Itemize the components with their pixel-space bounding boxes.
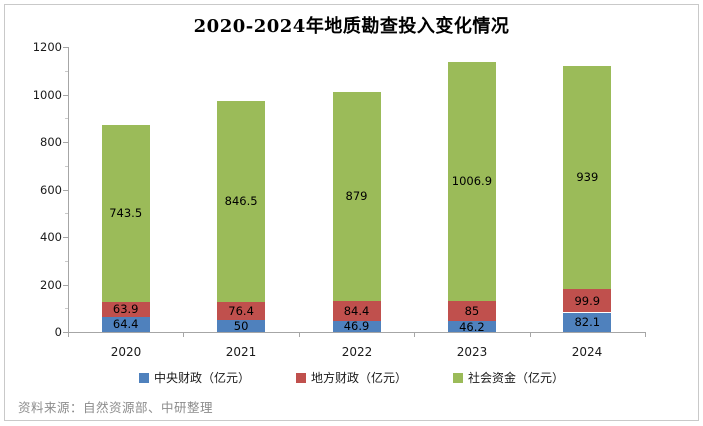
y-axis-minor-tick bbox=[65, 213, 68, 214]
y-axis-tick bbox=[63, 237, 68, 238]
legend-swatch bbox=[138, 372, 149, 383]
bar-value-label: 76.4 bbox=[228, 304, 254, 318]
bar-value-label: 50 bbox=[233, 319, 249, 333]
x-axis-category-label: 2024 bbox=[571, 345, 603, 359]
bar-value-label: 85 bbox=[464, 304, 480, 318]
bar-value-label: 99.9 bbox=[574, 294, 601, 308]
bar-segment-中央财政（亿元）-2024 bbox=[563, 312, 611, 332]
y-axis-tick-label: 400 bbox=[40, 230, 62, 244]
y-axis-tick-label: 1000 bbox=[32, 88, 62, 102]
y-axis-tick-label: 600 bbox=[40, 183, 62, 197]
legend-item-地方财政（亿元）: 地方财政（亿元） bbox=[295, 369, 407, 386]
bar-value-label: 46.2 bbox=[459, 320, 485, 334]
bar-segment-社会资金（亿元）-2024 bbox=[563, 65, 611, 289]
bar-segment-中央财政（亿元）-2022 bbox=[333, 320, 381, 332]
bar-value-label: 743.5 bbox=[109, 206, 143, 220]
legend-label: 地方财政（亿元） bbox=[310, 371, 407, 385]
x-axis-tick bbox=[530, 333, 531, 337]
bar-value-label: 63.9 bbox=[112, 302, 139, 316]
bar-value-label: 879 bbox=[345, 189, 368, 203]
y-axis-tick bbox=[63, 190, 68, 191]
figure-border bbox=[4, 4, 699, 421]
x-axis-line bbox=[68, 332, 646, 333]
bar-segment-地方财政（亿元）-2021 bbox=[217, 301, 265, 321]
legend-label: 社会资金（亿元） bbox=[468, 371, 565, 385]
bar-value-label: 846.5 bbox=[224, 194, 258, 208]
y-axis-tick bbox=[63, 47, 68, 48]
y-axis-tick bbox=[63, 332, 68, 333]
bar-value-label: 82.1 bbox=[574, 315, 601, 329]
bar-value-label: 939 bbox=[576, 170, 599, 184]
y-axis-line bbox=[68, 47, 69, 333]
bar-segment-社会资金（亿元）-2020 bbox=[102, 124, 150, 302]
y-axis-minor-tick bbox=[65, 71, 68, 72]
bar-value-label: 64.4 bbox=[112, 317, 139, 331]
x-axis-tick bbox=[414, 333, 415, 337]
bar-value-label: 84.4 bbox=[343, 304, 370, 318]
y-axis-minor-tick bbox=[65, 308, 68, 309]
bar-segment-地方财政（亿元）-2022 bbox=[333, 300, 381, 321]
bar-segment-地方财政（亿元）-2023 bbox=[448, 300, 496, 322]
legend-item-社会资金（亿元）: 社会资金（亿元） bbox=[453, 369, 564, 386]
x-axis-category-label: 2021 bbox=[225, 345, 257, 359]
y-axis-minor-tick bbox=[65, 261, 68, 262]
bar-segment-中央财政（亿元）-2021 bbox=[217, 320, 265, 332]
legend-item-中央财政（亿元）: 中央财政（亿元） bbox=[138, 369, 250, 386]
bar-segment-地方财政（亿元）-2020 bbox=[102, 301, 150, 317]
y-axis-minor-tick bbox=[65, 166, 68, 167]
y-axis-minor-tick bbox=[65, 118, 68, 119]
bar-segment-中央财政（亿元）-2020 bbox=[102, 316, 150, 332]
x-axis-category-label: 2022 bbox=[341, 345, 373, 359]
y-axis-tick-label: 200 bbox=[40, 278, 62, 292]
y-axis-tick bbox=[63, 95, 68, 96]
legend-swatch bbox=[453, 372, 463, 383]
y-axis-tick-label: 800 bbox=[40, 135, 62, 149]
x-axis-tick bbox=[299, 333, 300, 337]
x-axis-category-label: 2020 bbox=[110, 345, 142, 359]
bar-segment-社会资金（亿元）-2023 bbox=[448, 61, 496, 301]
bar-segment-地方财政（亿元）-2024 bbox=[563, 288, 611, 313]
y-axis-tick-label: 1200 bbox=[32, 40, 62, 54]
source-note: 资料来源：自然资源部、中研整理 bbox=[18, 400, 214, 415]
legend-swatch bbox=[295, 372, 306, 383]
bar-segment-社会资金（亿元）-2021 bbox=[217, 100, 265, 302]
bar-value-label: 46.9 bbox=[343, 319, 370, 333]
bar-value-label: 1006.9 bbox=[451, 174, 493, 188]
x-axis-tick bbox=[68, 333, 69, 337]
x-axis-tick bbox=[645, 333, 646, 337]
y-axis-tick-label: 0 bbox=[54, 325, 62, 339]
x-axis-category-label: 2023 bbox=[456, 345, 488, 359]
legend-label: 中央财政（亿元） bbox=[153, 371, 250, 385]
y-axis-tick bbox=[63, 285, 68, 286]
bar-segment-社会资金（亿元）-2022 bbox=[333, 92, 381, 301]
legend: 中央财政（亿元） 地方财政（亿元） 社会资金（亿元） bbox=[0, 369, 703, 386]
x-axis-tick bbox=[183, 333, 184, 337]
chart-title: 2020-2024年地质勘查投入变化情况 bbox=[193, 16, 510, 37]
y-axis-tick bbox=[63, 142, 68, 143]
bar-segment-中央财政（亿元）-2023 bbox=[448, 321, 496, 332]
